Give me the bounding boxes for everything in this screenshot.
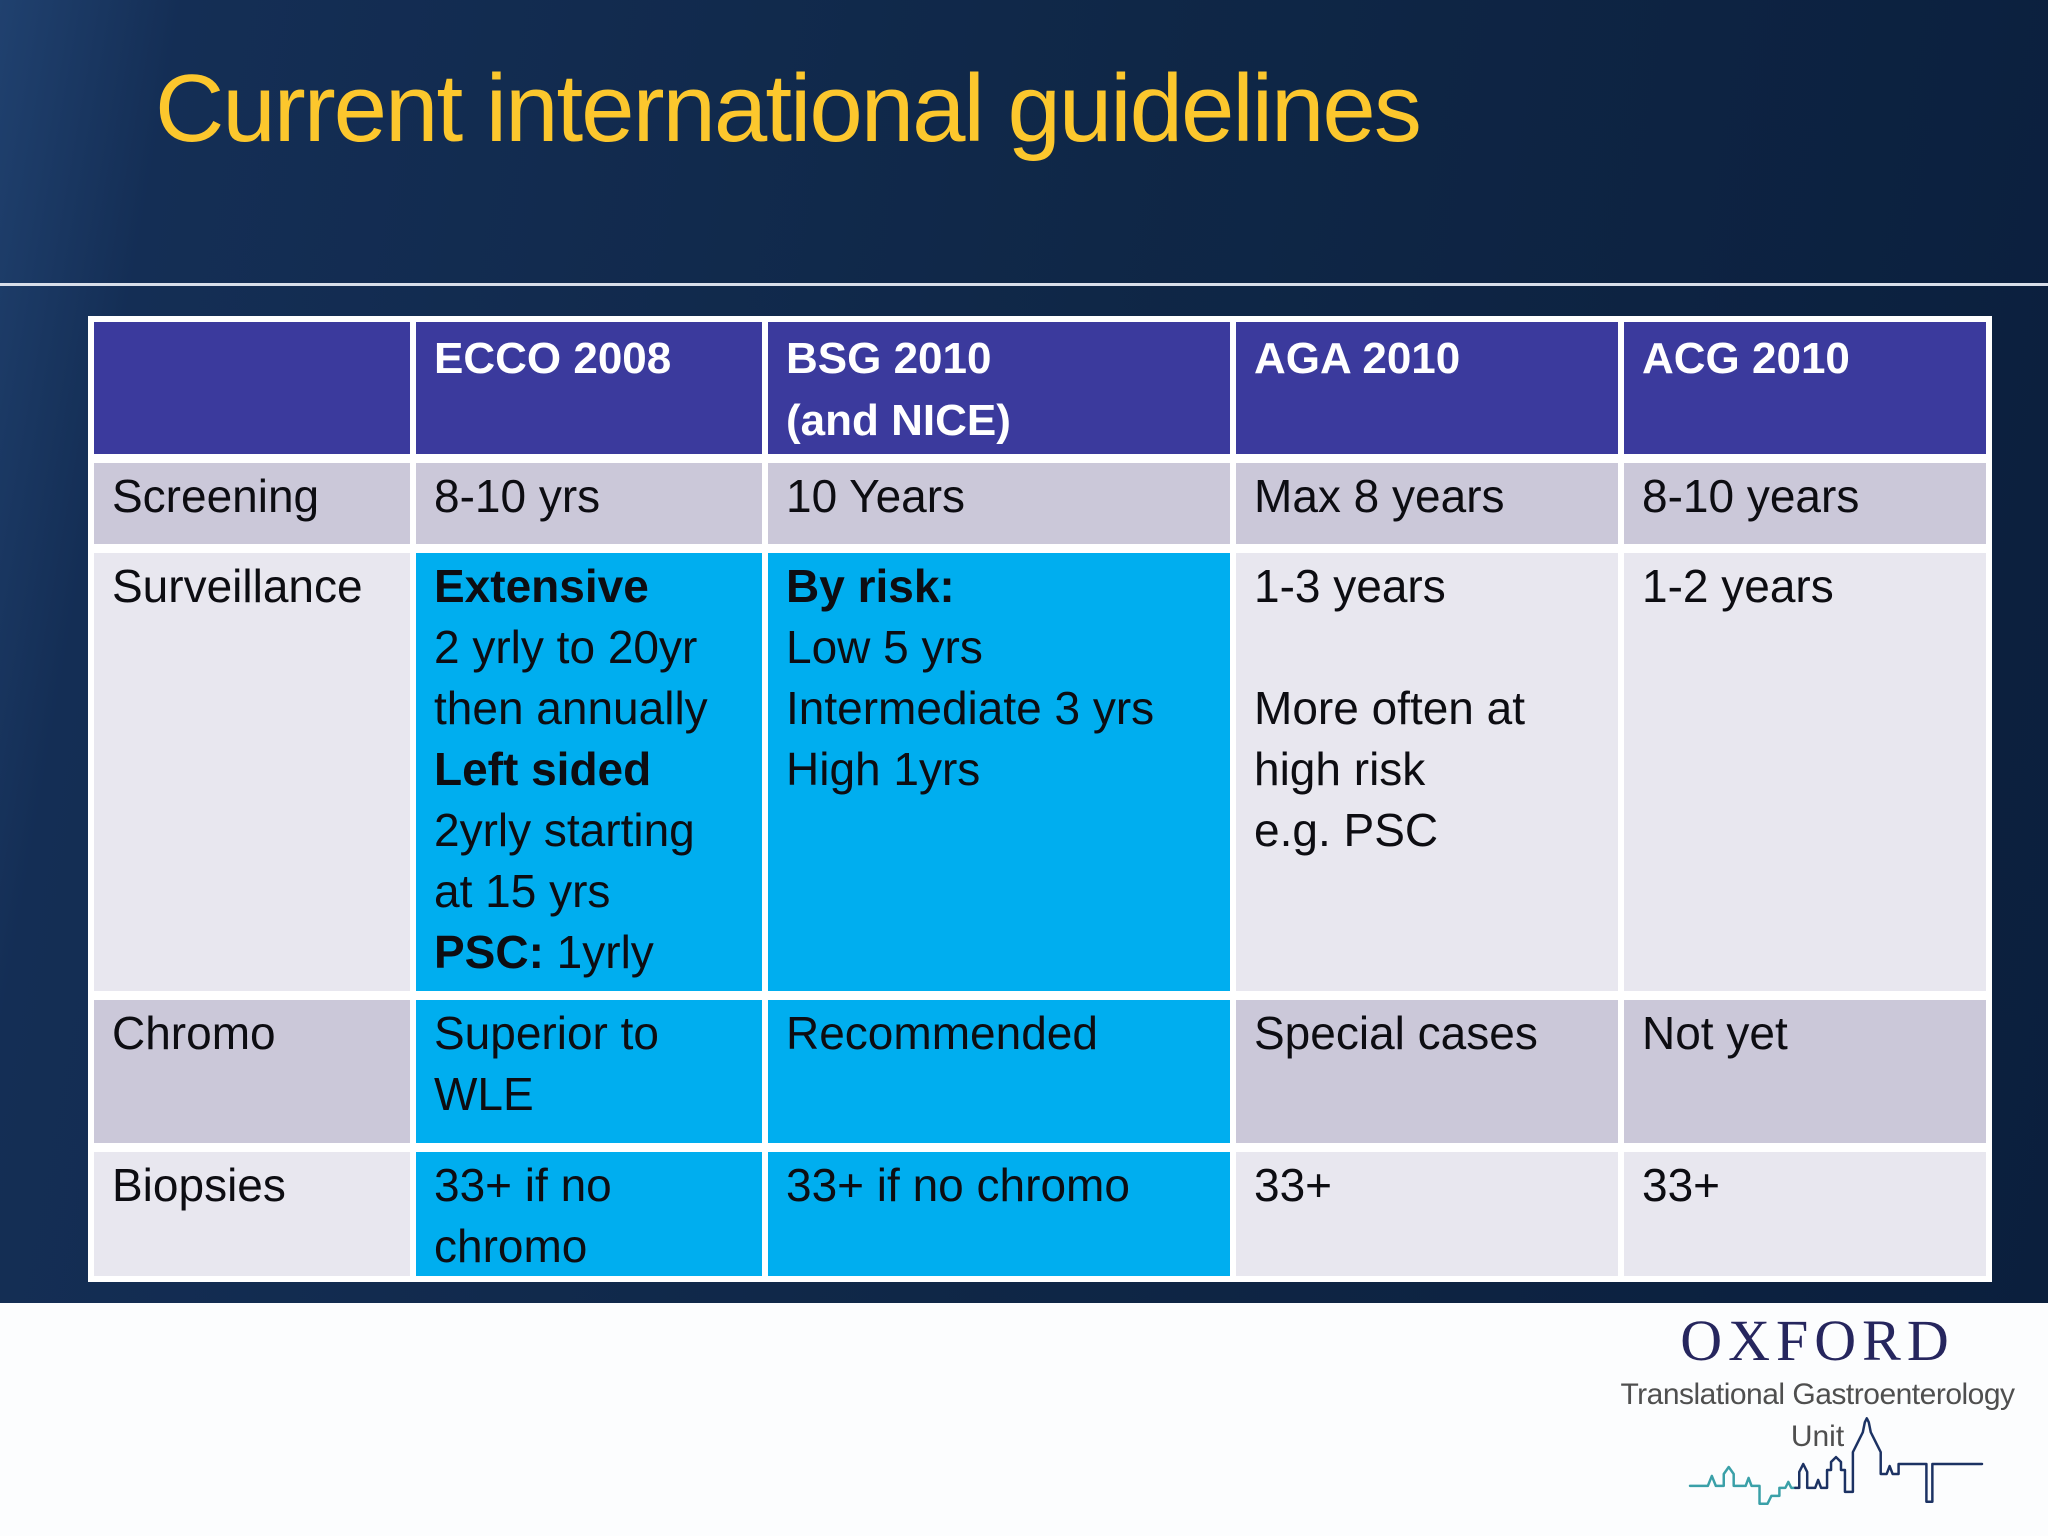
row-label-chromo: Chromo: [94, 1000, 410, 1143]
logo-subtitle: Translational Gastroenterology: [1620, 1378, 2015, 1411]
cell-surveillance-bsg: By risk: Low 5 yrs Intermediate 3 yrs Hi…: [768, 553, 1230, 991]
cell-screening-bsg: 10 Years: [768, 463, 1230, 544]
row-label-surveillance: Surveillance: [94, 553, 410, 991]
cell-chromo-aga: Special cases: [1236, 1000, 1618, 1143]
cell-chromo-acg: Not yet: [1624, 1000, 1986, 1143]
page-title: Current international guidelines: [155, 55, 1422, 162]
cell-chromo-bsg: Recommended: [768, 1000, 1230, 1143]
row-label-biopsies: Biopsies: [94, 1152, 410, 1276]
cell-screening-aga: Max 8 years: [1236, 463, 1618, 544]
cell-surveillance-acg: 1-2 years: [1624, 553, 1986, 991]
cell-biopsies-ecco: 33+ if no chromo: [416, 1152, 762, 1276]
column-header-ecco-2008: ECCO 2008: [416, 322, 762, 454]
cell-screening-ecco: 8-10 yrs: [416, 463, 762, 544]
footer-strip: [0, 1303, 2048, 1536]
oxford-skyline-graphic: [1688, 1417, 1984, 1506]
cell-biopsies-bsg: 33+ if no chromo: [768, 1152, 1230, 1276]
column-header-acg-2010: ACG 2010: [1624, 322, 1986, 454]
column-header-aga-2010: AGA 2010: [1236, 322, 1618, 454]
cell-surveillance-aga: 1-3 years More often at high risk e.g. P…: [1236, 553, 1618, 991]
title-divider: [0, 283, 2048, 286]
column-header-empty: [94, 322, 410, 454]
row-label-screening: Screening: [94, 463, 410, 544]
guidelines-table: ECCO 2008 BSG 2010 (and NICE) AGA 2010 A…: [88, 316, 1992, 1282]
logo-unit-label: Unit: [1790, 1420, 1845, 1453]
cell-surveillance-ecco: Extensive 2 yrly to 20yr then annually L…: [416, 553, 762, 991]
column-header-bsg-2010: BSG 2010 (and NICE): [768, 322, 1230, 454]
cell-biopsies-aga: 33+: [1236, 1152, 1618, 1276]
logo-oxford-wordmark: OXFORD: [1680, 1308, 1955, 1373]
cell-biopsies-acg: 33+: [1624, 1152, 1986, 1276]
cell-screening-acg: 8-10 years: [1624, 463, 1986, 544]
cell-chromo-ecco: Superior to WLE: [416, 1000, 762, 1143]
oxford-tgu-logo: OXFORD Translational Gastroenterology Un…: [1590, 1306, 2045, 1452]
